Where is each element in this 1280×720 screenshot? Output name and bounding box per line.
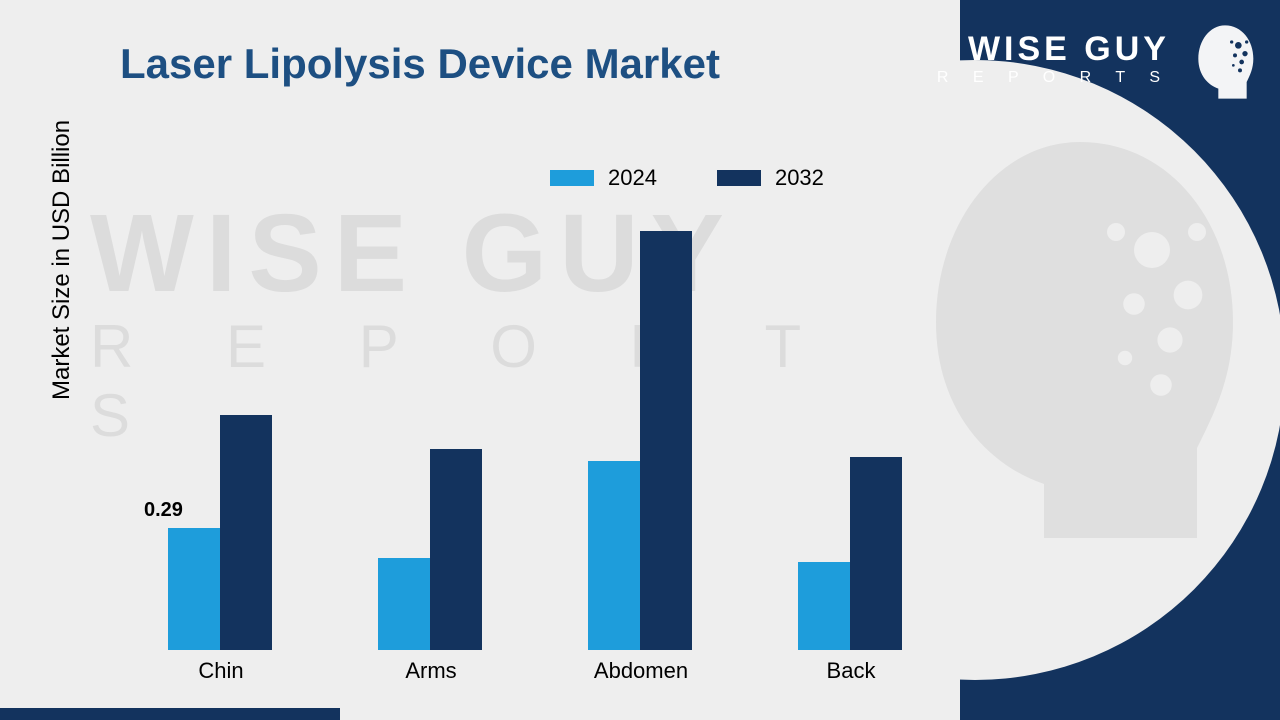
bar-2032-abdomen — [640, 231, 692, 650]
bar-2024-back — [798, 562, 850, 650]
brand-line2: R E P O R T S — [937, 69, 1170, 87]
bar-2032-arms — [430, 449, 482, 650]
plot-area: ChinArmsAbdomenBack0.29 — [130, 210, 910, 650]
brand-line1: WISE GUY — [937, 30, 1170, 69]
bar-2024-arms — [378, 558, 430, 650]
legend-label-2024: 2024 — [608, 165, 657, 191]
legend-swatch-2032 — [717, 170, 761, 186]
bar-2024-chin — [168, 528, 220, 650]
bar-2032-back — [850, 457, 902, 650]
bar-2024-abdomen — [588, 461, 640, 650]
legend: 2024 2032 — [550, 165, 824, 191]
chart-canvas: WISE GUY R E P O R T S Laser Lipolysis D… — [0, 0, 1280, 720]
y-axis-label: Market Size in USD Billion — [48, 120, 76, 400]
legend-item-2032: 2032 — [717, 165, 824, 191]
chart-title: Laser Lipolysis Device Market — [120, 40, 720, 88]
legend-item-2024: 2024 — [550, 165, 657, 191]
bottom-accent-bar — [0, 708, 340, 720]
bar-2032-chin — [220, 415, 272, 650]
category-label: Chin — [150, 658, 292, 684]
category-label: Abdomen — [570, 658, 712, 684]
brand-block: WISE GUY R E P O R T S — [937, 30, 1170, 87]
legend-swatch-2024 — [550, 170, 594, 186]
value-label: 0.29 — [144, 499, 183, 522]
category-label: Back — [780, 658, 922, 684]
category-label: Arms — [360, 658, 502, 684]
legend-label-2032: 2032 — [775, 165, 824, 191]
brand-head-icon — [1190, 22, 1260, 102]
